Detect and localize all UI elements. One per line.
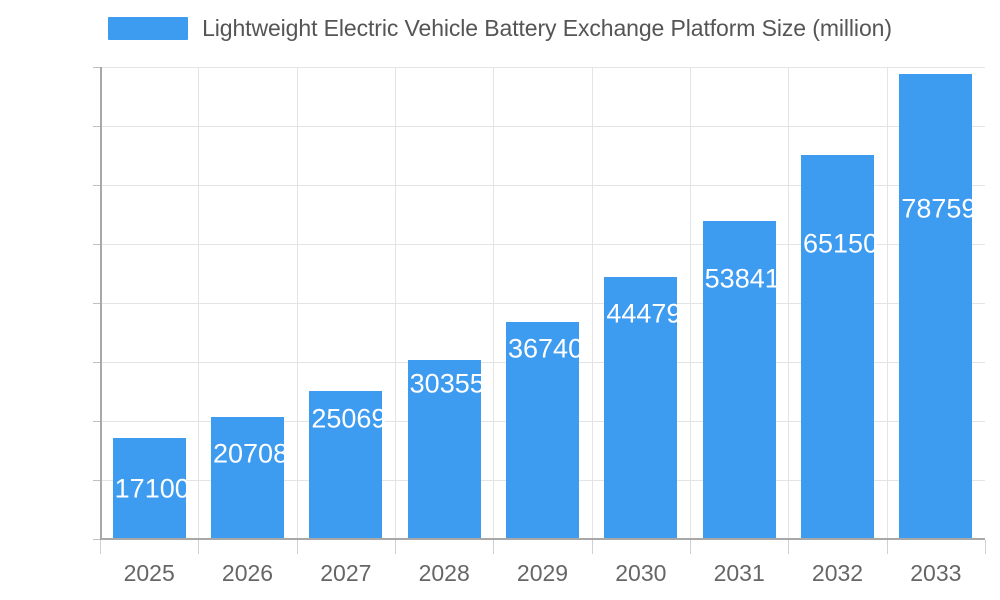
y-tick-mark bbox=[93, 126, 100, 127]
chart-legend: Lightweight Electric Vehicle Battery Exc… bbox=[0, 0, 1000, 57]
y-gridline bbox=[100, 67, 985, 68]
bar-value-label: 17100 bbox=[114, 473, 190, 504]
legend-label: Lightweight Electric Vehicle Battery Exc… bbox=[202, 15, 892, 41]
y-tick-mark bbox=[93, 185, 100, 186]
bar[interactable] bbox=[211, 416, 284, 539]
x-gridline bbox=[493, 67, 494, 539]
x-tick-mark bbox=[198, 540, 200, 554]
x-axis-tick-label: 2031 bbox=[713, 560, 765, 586]
bar[interactable] bbox=[899, 74, 973, 539]
x-gridline bbox=[592, 67, 593, 539]
bar[interactable] bbox=[604, 276, 678, 539]
y-tick-mark bbox=[93, 480, 100, 481]
y-tick-mark bbox=[93, 244, 100, 245]
x-tick-mark bbox=[100, 540, 101, 554]
x-tick-mark bbox=[296, 540, 298, 554]
y-gridline bbox=[100, 185, 985, 186]
x-gridline bbox=[690, 67, 691, 539]
bar[interactable] bbox=[112, 438, 186, 539]
bar[interactable] bbox=[702, 221, 776, 539]
y-gridline bbox=[100, 244, 985, 245]
x-tick-mark bbox=[886, 540, 888, 554]
bar-value-label: 30355 bbox=[409, 368, 485, 399]
y-tick-mark bbox=[93, 539, 100, 540]
y-axis-line bbox=[100, 67, 102, 539]
x-tick-mark bbox=[690, 540, 691, 554]
x-axis-tick-label: 2026 bbox=[221, 560, 274, 586]
x-tick-mark bbox=[788, 540, 790, 554]
y-gridline bbox=[100, 126, 985, 127]
x-axis-tick-label: 2029 bbox=[516, 560, 569, 586]
x-gridline bbox=[887, 67, 888, 539]
x-axis-tick-label: 2028 bbox=[418, 560, 470, 586]
x-gridline bbox=[788, 67, 789, 539]
x-axis-tick-label: 2027 bbox=[320, 560, 372, 586]
bar-value-label: 44479 bbox=[606, 298, 682, 329]
x-axis-tick-label: 2033 bbox=[910, 560, 962, 586]
x-gridline bbox=[297, 67, 298, 539]
x-tick-mark bbox=[493, 540, 495, 554]
x-axis-line bbox=[100, 538, 985, 540]
y-gridline bbox=[100, 303, 985, 304]
y-tick-mark bbox=[93, 303, 100, 304]
y-tick-mark bbox=[93, 67, 100, 68]
legend-color-swatch bbox=[108, 17, 189, 40]
bar[interactable] bbox=[801, 154, 874, 539]
x-tick-mark bbox=[591, 540, 593, 554]
y-tick-mark bbox=[93, 421, 100, 422]
plot-area: 17100 20708 25069 30355 36740 44479 53841 65150… bbox=[100, 67, 985, 540]
bar-value-label: 65150 bbox=[803, 228, 879, 259]
bar-value-label: 20708 bbox=[213, 438, 289, 469]
bar-value-label: 25069 bbox=[311, 403, 387, 434]
x-tick-mark bbox=[395, 540, 396, 554]
bar-value-label: 53841 bbox=[704, 263, 780, 294]
x-gridline bbox=[395, 67, 396, 539]
x-gridline bbox=[198, 67, 199, 539]
bar-value-label: 36740 bbox=[508, 333, 584, 364]
bar[interactable] bbox=[407, 359, 481, 539]
bar[interactable] bbox=[506, 322, 579, 539]
x-tick-mark bbox=[985, 540, 986, 554]
bar-value-label: 78759 bbox=[901, 193, 977, 224]
x-axis-tick-label: 2025 bbox=[123, 560, 175, 586]
x-axis-tick-label: 2030 bbox=[615, 560, 667, 586]
y-tick-mark bbox=[93, 362, 100, 363]
bar[interactable] bbox=[309, 391, 383, 539]
x-axis-tick-label: 2032 bbox=[811, 560, 864, 586]
